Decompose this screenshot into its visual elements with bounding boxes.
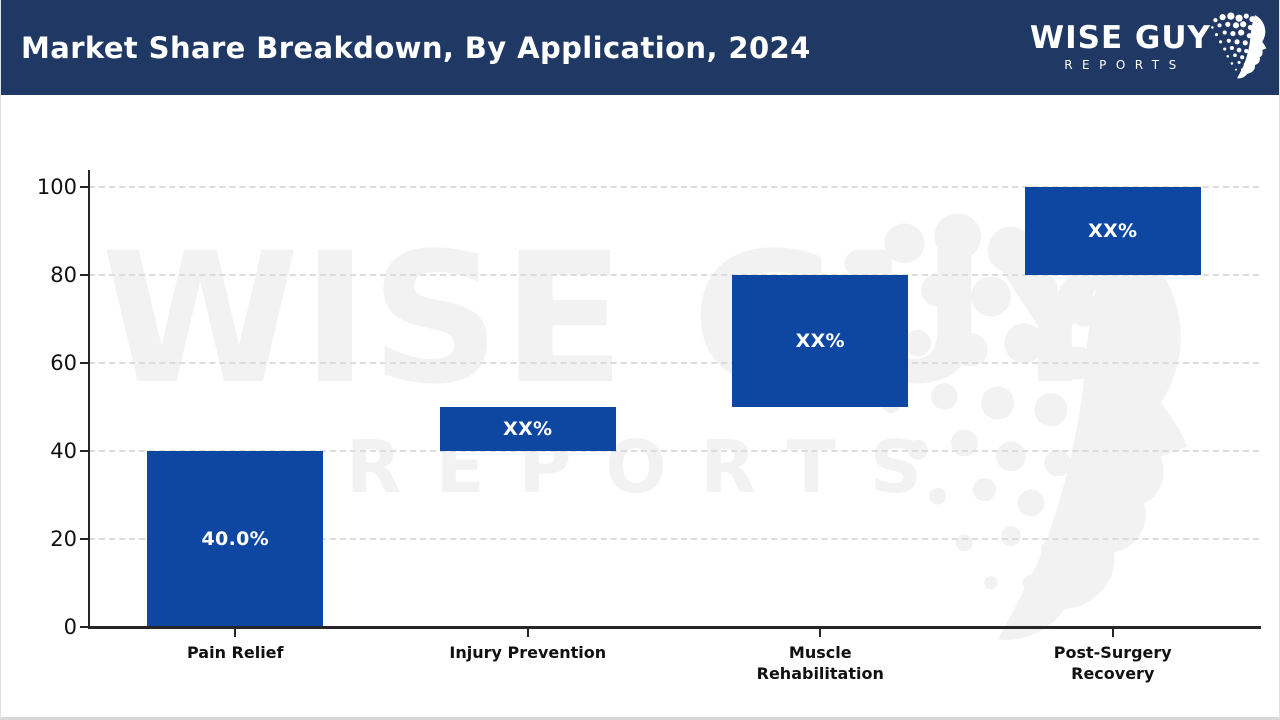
y-axis-tick-label: 40 — [50, 439, 77, 463]
y-axis-tick-label: 100 — [36, 175, 77, 199]
y-axis-tick-label: 60 — [50, 351, 77, 375]
x-axis-label: Post-Surgery Recovery — [1053, 643, 1172, 684]
y-tick — [80, 626, 89, 628]
bar: XX% — [439, 407, 616, 451]
x-tick — [819, 629, 822, 637]
chart-title: Market Share Breakdown, By Application, … — [21, 30, 811, 65]
wise-guy-head-icon — [1205, 12, 1267, 84]
gridline — [89, 362, 1259, 364]
x-tick — [1111, 629, 1114, 637]
bar: 40.0% — [147, 451, 324, 627]
gridline — [89, 538, 1259, 540]
bar-value-label: XX% — [795, 330, 845, 352]
chart-area: WISE GUY REPORTS 0 20 40 60 80 100 40.0% Pain R… — [1, 95, 1279, 717]
y-tick — [80, 362, 89, 364]
y-tick — [80, 186, 89, 188]
logo-subtext: REPORTS — [1064, 58, 1186, 72]
bar: XX% — [732, 275, 909, 407]
logo-wordmark: WISE GUY — [1029, 20, 1211, 56]
y-axis-tick-label: 0 — [63, 615, 77, 639]
gridline — [89, 450, 1259, 452]
wise-guy-logo: WISE GUY REPORTS — [1030, 12, 1267, 84]
x-axis-label: Injury Prevention — [449, 643, 607, 662]
bar-value-label: XX% — [1088, 220, 1138, 242]
y-tick — [80, 450, 89, 452]
y-tick — [80, 274, 89, 276]
gridline — [89, 186, 1259, 188]
y-axis-line — [88, 170, 90, 628]
x-axis-line — [88, 626, 1261, 629]
header: Market Share Breakdown, By Application, … — [1, 0, 1279, 95]
bar: XX% — [1024, 187, 1201, 275]
x-axis-label: Pain Relief — [187, 643, 284, 662]
gridline — [89, 274, 1259, 276]
x-tick — [526, 629, 529, 637]
x-tick — [234, 629, 237, 637]
bar-value-label: 40.0% — [201, 528, 269, 550]
x-axis-label: Muscle Rehabilitation — [756, 643, 884, 684]
logo-text: WISE GUY REPORTS — [1030, 20, 1211, 72]
y-tick — [80, 538, 89, 540]
bar-value-label: XX% — [503, 418, 553, 440]
y-axis-tick-label: 80 — [50, 263, 77, 287]
y-axis-tick-label: 20 — [50, 527, 77, 551]
